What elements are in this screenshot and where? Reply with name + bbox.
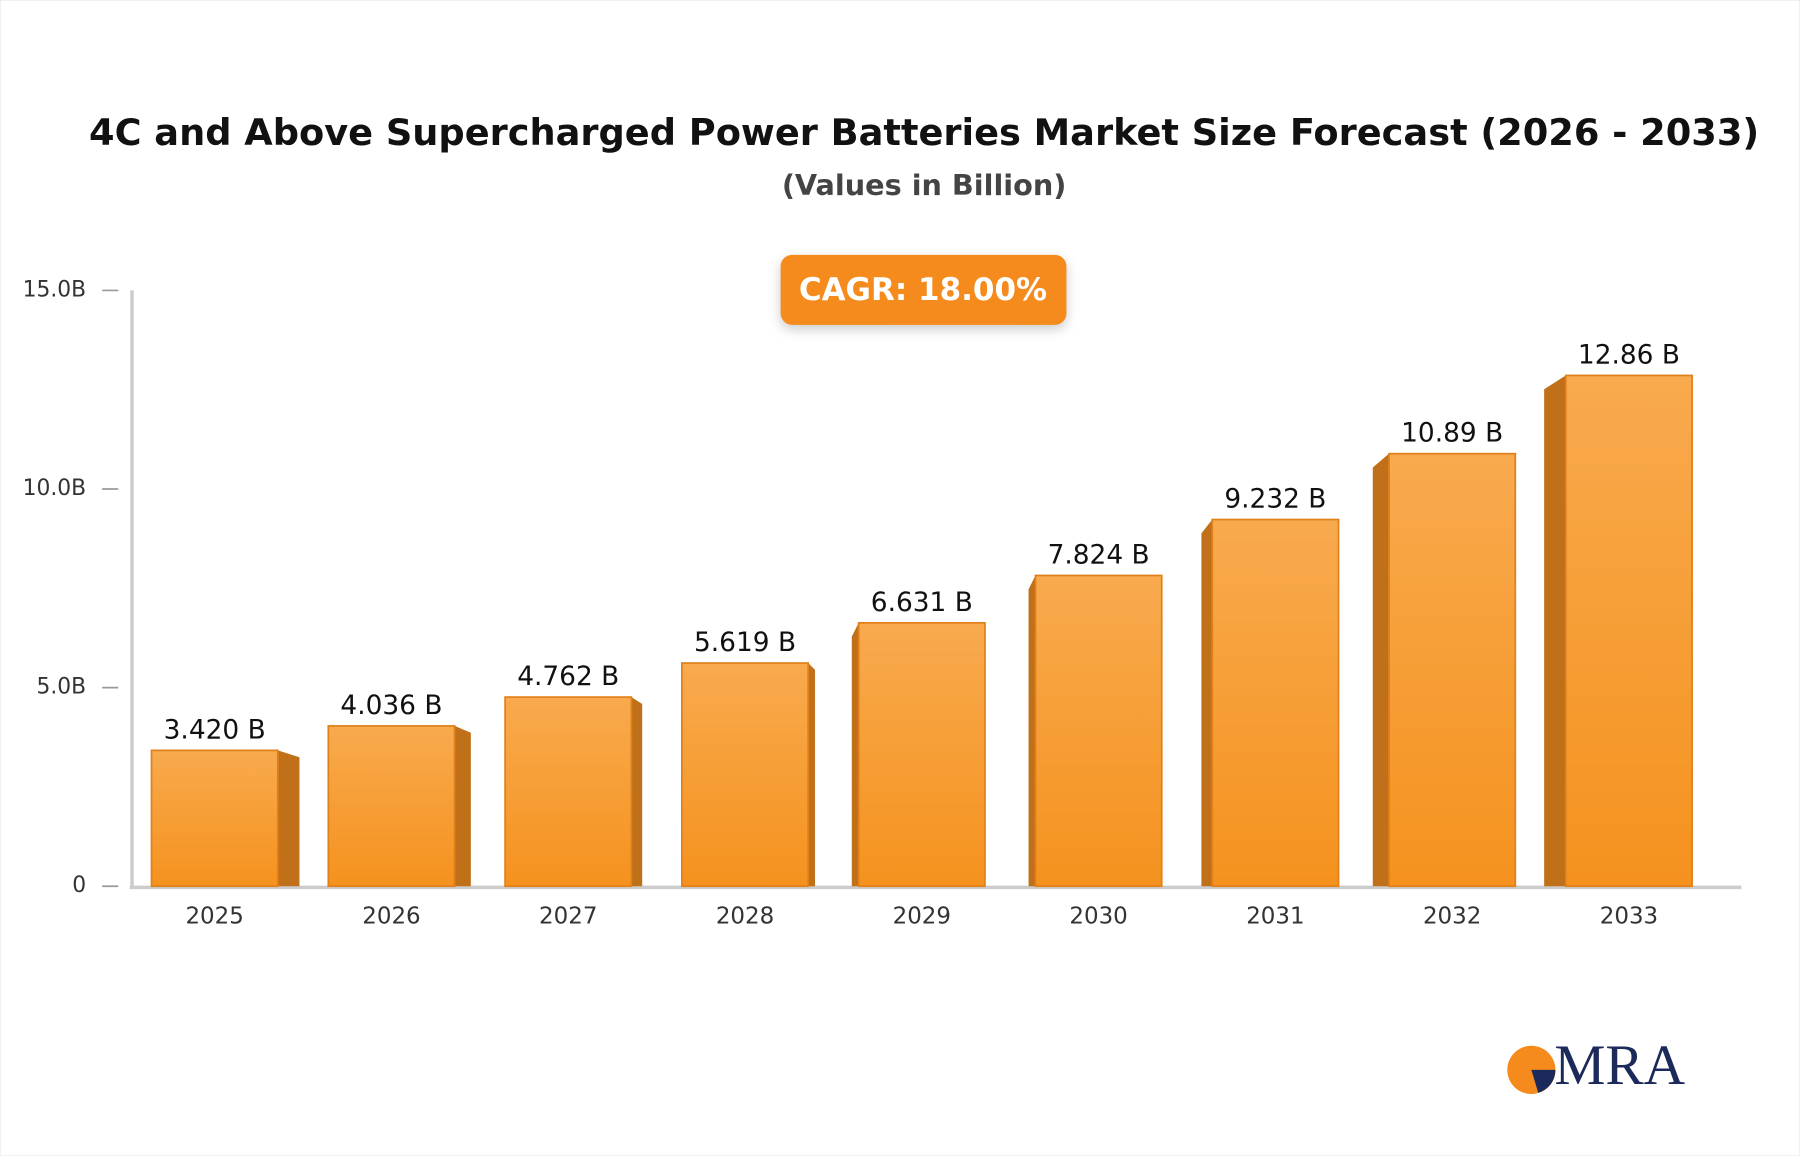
x-tick-label: 2031 bbox=[1246, 904, 1304, 930]
bar bbox=[857, 621, 986, 888]
value-label: 3.420 B bbox=[164, 714, 266, 745]
y-tick-label: 10.0B bbox=[23, 476, 87, 501]
value-label: 7.824 B bbox=[1048, 539, 1150, 570]
y-tick-label: 15.0B bbox=[23, 277, 87, 302]
cagr-badge bbox=[780, 254, 1067, 325]
bar bbox=[1388, 452, 1517, 888]
value-label: 4.036 B bbox=[340, 690, 442, 721]
bar-side bbox=[631, 697, 643, 887]
value-label: 12.86 B bbox=[1578, 339, 1680, 370]
bar-side bbox=[277, 750, 300, 887]
bar bbox=[681, 662, 810, 888]
x-tick-label: 2028 bbox=[716, 904, 774, 930]
value-label: 9.232 B bbox=[1224, 484, 1326, 515]
bar bbox=[1034, 574, 1163, 888]
bar-side bbox=[1028, 575, 1036, 887]
cagr-label: CAGR: 18.00% bbox=[799, 272, 1047, 308]
x-tick-label: 2029 bbox=[893, 904, 951, 930]
bar-side bbox=[1544, 375, 1566, 887]
value-label: 10.89 B bbox=[1401, 418, 1503, 449]
bar bbox=[1211, 518, 1340, 888]
x-tick-label: 2030 bbox=[1069, 904, 1127, 930]
chart-subtitle: (Values in Billion) bbox=[782, 168, 1067, 202]
bar bbox=[1564, 374, 1693, 888]
bar bbox=[150, 749, 279, 888]
value-label: 5.619 B bbox=[694, 627, 796, 658]
bar bbox=[327, 725, 456, 888]
bar bbox=[504, 696, 633, 888]
x-tick-label: 2025 bbox=[185, 904, 243, 930]
y-tick-label: 5.0B bbox=[36, 675, 86, 700]
bar-side bbox=[1201, 519, 1213, 887]
x-tick-label: 2033 bbox=[1600, 904, 1658, 930]
value-label: 6.631 B bbox=[871, 587, 973, 618]
chart-title: 4C and Above Supercharged Power Batterie… bbox=[89, 111, 1759, 154]
x-tick-label: 2026 bbox=[362, 904, 420, 930]
bar-side bbox=[808, 663, 816, 887]
bar-side bbox=[1372, 453, 1390, 887]
logo-icon-slice bbox=[1531, 1069, 1556, 1093]
y-tick-label: 0 bbox=[72, 873, 86, 898]
bar-side bbox=[454, 725, 471, 887]
value-label: 4.762 B bbox=[517, 661, 619, 692]
logo: MRA bbox=[1554, 1034, 1685, 1097]
bar-side bbox=[851, 622, 859, 887]
x-tick-label: 2027 bbox=[539, 904, 597, 930]
x-tick-label: 2032 bbox=[1423, 904, 1481, 930]
